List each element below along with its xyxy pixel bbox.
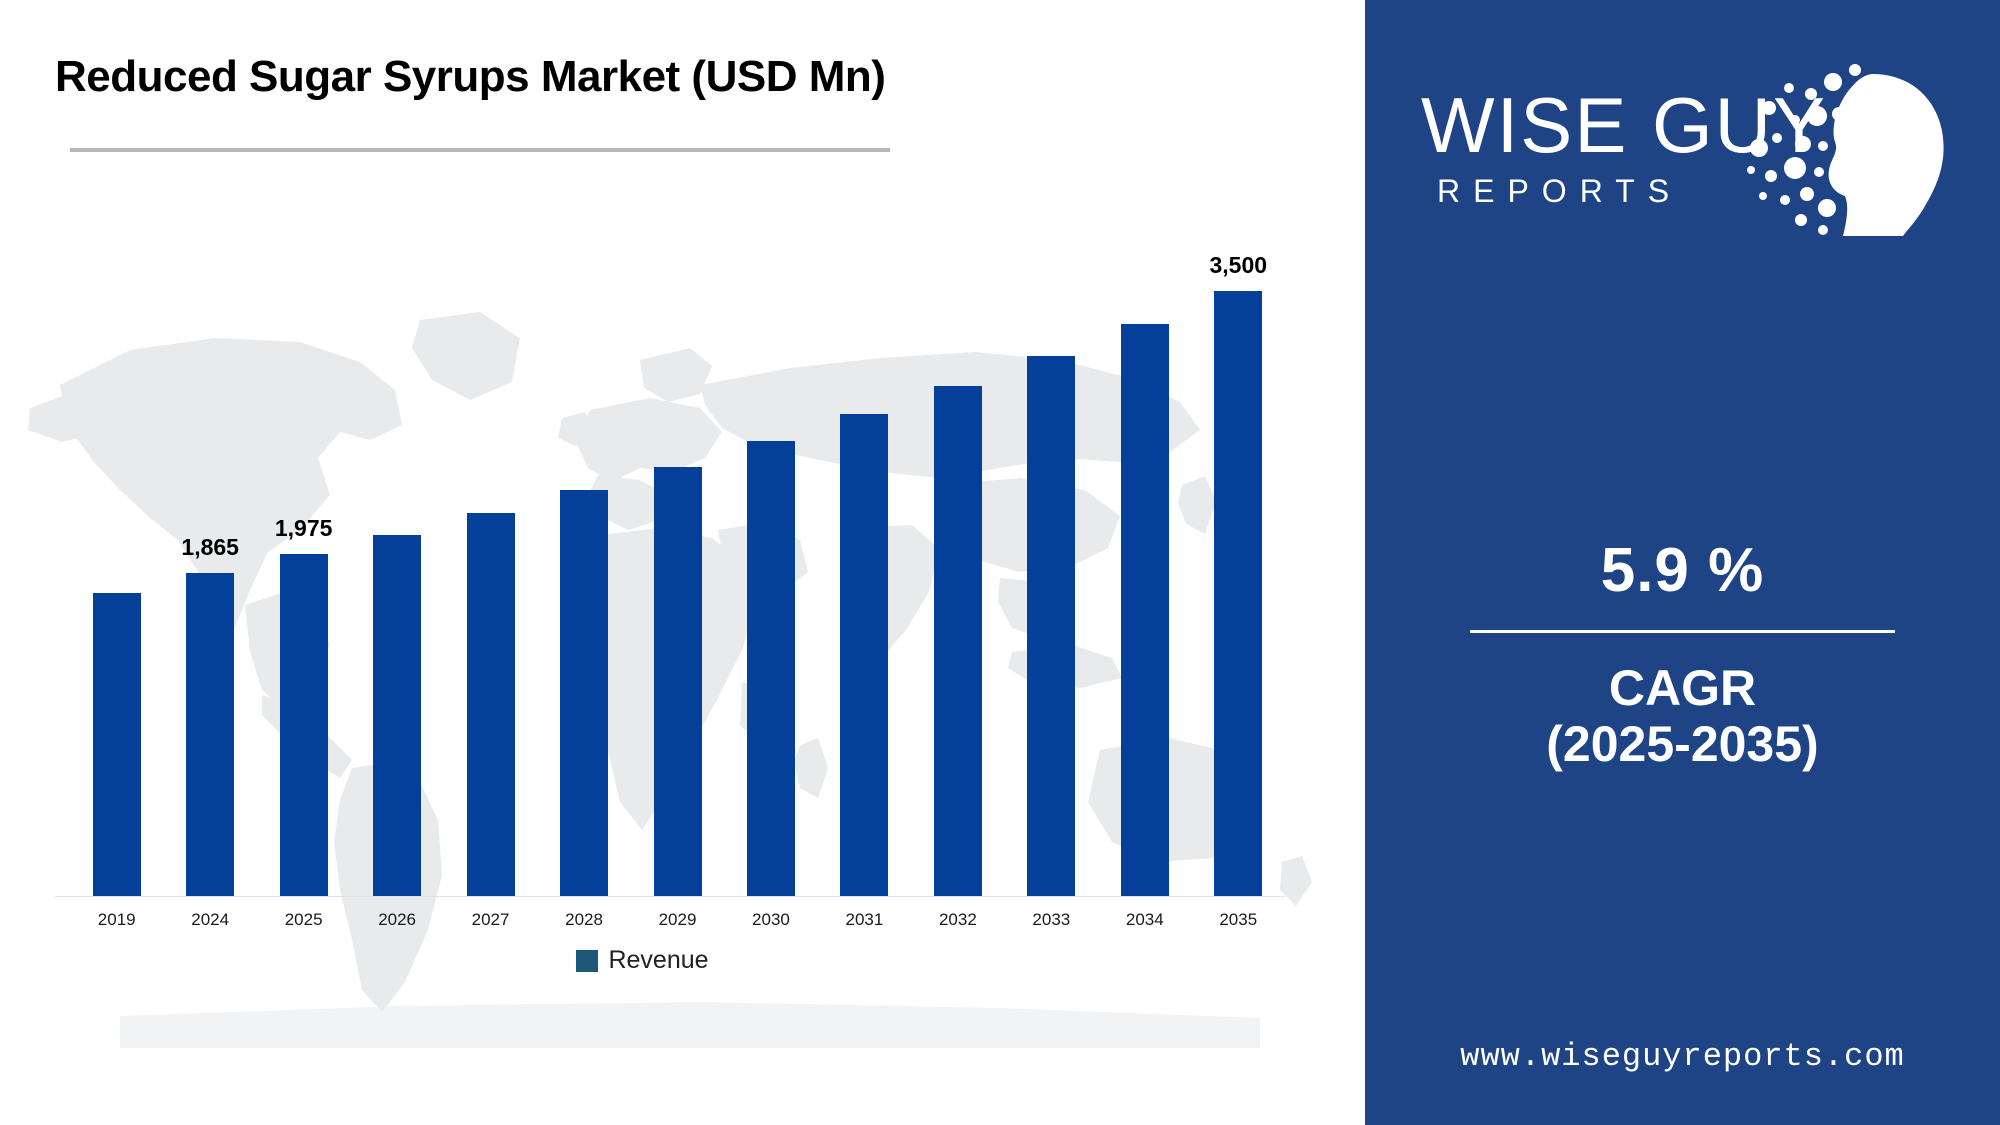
website-url[interactable]: www.wiseguyreports.com bbox=[1460, 1038, 1905, 1075]
bar-2027 bbox=[466, 512, 515, 896]
cagr-label-line2: (2025-2035) bbox=[1546, 716, 1819, 772]
x-axis-tick-2032: 2032 bbox=[938, 910, 977, 929]
bar-chart-plot: 2019 1,865 2024 1,975 2025 2026 2027 2028 2029 20… bbox=[55, 251, 1285, 929]
bar-2026 bbox=[373, 534, 422, 896]
bar-2031 bbox=[840, 414, 889, 896]
legend-swatch-revenue bbox=[576, 949, 599, 972]
svg-text:WISE GUY: WISE GUY bbox=[1421, 81, 1827, 169]
x-axis-tick-2035: 2035 bbox=[1219, 910, 1258, 929]
title-divider bbox=[70, 148, 890, 152]
bar-2024 bbox=[186, 573, 235, 896]
cagr-label: CAGR (2025-2035) bbox=[1365, 660, 2000, 772]
bar-2033 bbox=[1027, 356, 1076, 896]
bar-value-label-2024: 1,865 bbox=[181, 534, 239, 561]
x-axis-tick-2024: 2024 bbox=[191, 910, 230, 929]
x-axis-tick-2029: 2029 bbox=[658, 910, 697, 929]
bar-2030 bbox=[746, 441, 795, 896]
x-axis-tick-2034: 2034 bbox=[1125, 910, 1164, 929]
bar-value-label-2035: 3,500 bbox=[1209, 251, 1268, 278]
svg-text:REPORTS: REPORTS bbox=[1437, 173, 1682, 209]
bar-2035 bbox=[1214, 290, 1263, 896]
bar-2029 bbox=[653, 467, 702, 896]
cagr-value: 5.9 % bbox=[1600, 536, 1765, 605]
legend-label-revenue: Revenue bbox=[608, 946, 709, 974]
x-axis-tick-2027: 2027 bbox=[471, 910, 510, 929]
chart-panel: Reduced Sugar Syrups Market (USD Mn) bbox=[0, 52, 1312, 1048]
x-axis-tick-2028: 2028 bbox=[565, 910, 603, 929]
bar-2034 bbox=[1120, 324, 1169, 896]
bar-2032 bbox=[933, 385, 982, 896]
x-axis-tick-2019: 2019 bbox=[97, 910, 136, 929]
x-axis-tick-2033: 2033 bbox=[1032, 910, 1071, 929]
brand-panel: WISE GUY REPORTS bbox=[1365, 0, 2000, 1125]
bar-2028 bbox=[560, 490, 609, 896]
bar-2025 bbox=[279, 554, 328, 896]
bar-2019 bbox=[92, 593, 141, 896]
cagr-divider bbox=[1470, 630, 1895, 633]
x-axis-tick-2030: 2030 bbox=[752, 910, 790, 929]
x-axis-line bbox=[55, 896, 1285, 897]
page-title: Reduced Sugar Syrups Market (USD Mn) bbox=[55, 52, 886, 101]
x-axis-tick-2025: 2025 bbox=[284, 910, 323, 929]
wiseguy-logo[interactable]: WISE GUY REPORTS bbox=[1365, 60, 2000, 240]
x-axis-tick-2031: 2031 bbox=[845, 910, 884, 929]
x-axis-tick-2026: 2026 bbox=[378, 910, 417, 929]
bar-value-label-2025: 1,975 bbox=[274, 515, 333, 542]
chart-legend: Revenue bbox=[0, 946, 1285, 975]
cagr-label-line1: CAGR bbox=[1608, 660, 1757, 716]
